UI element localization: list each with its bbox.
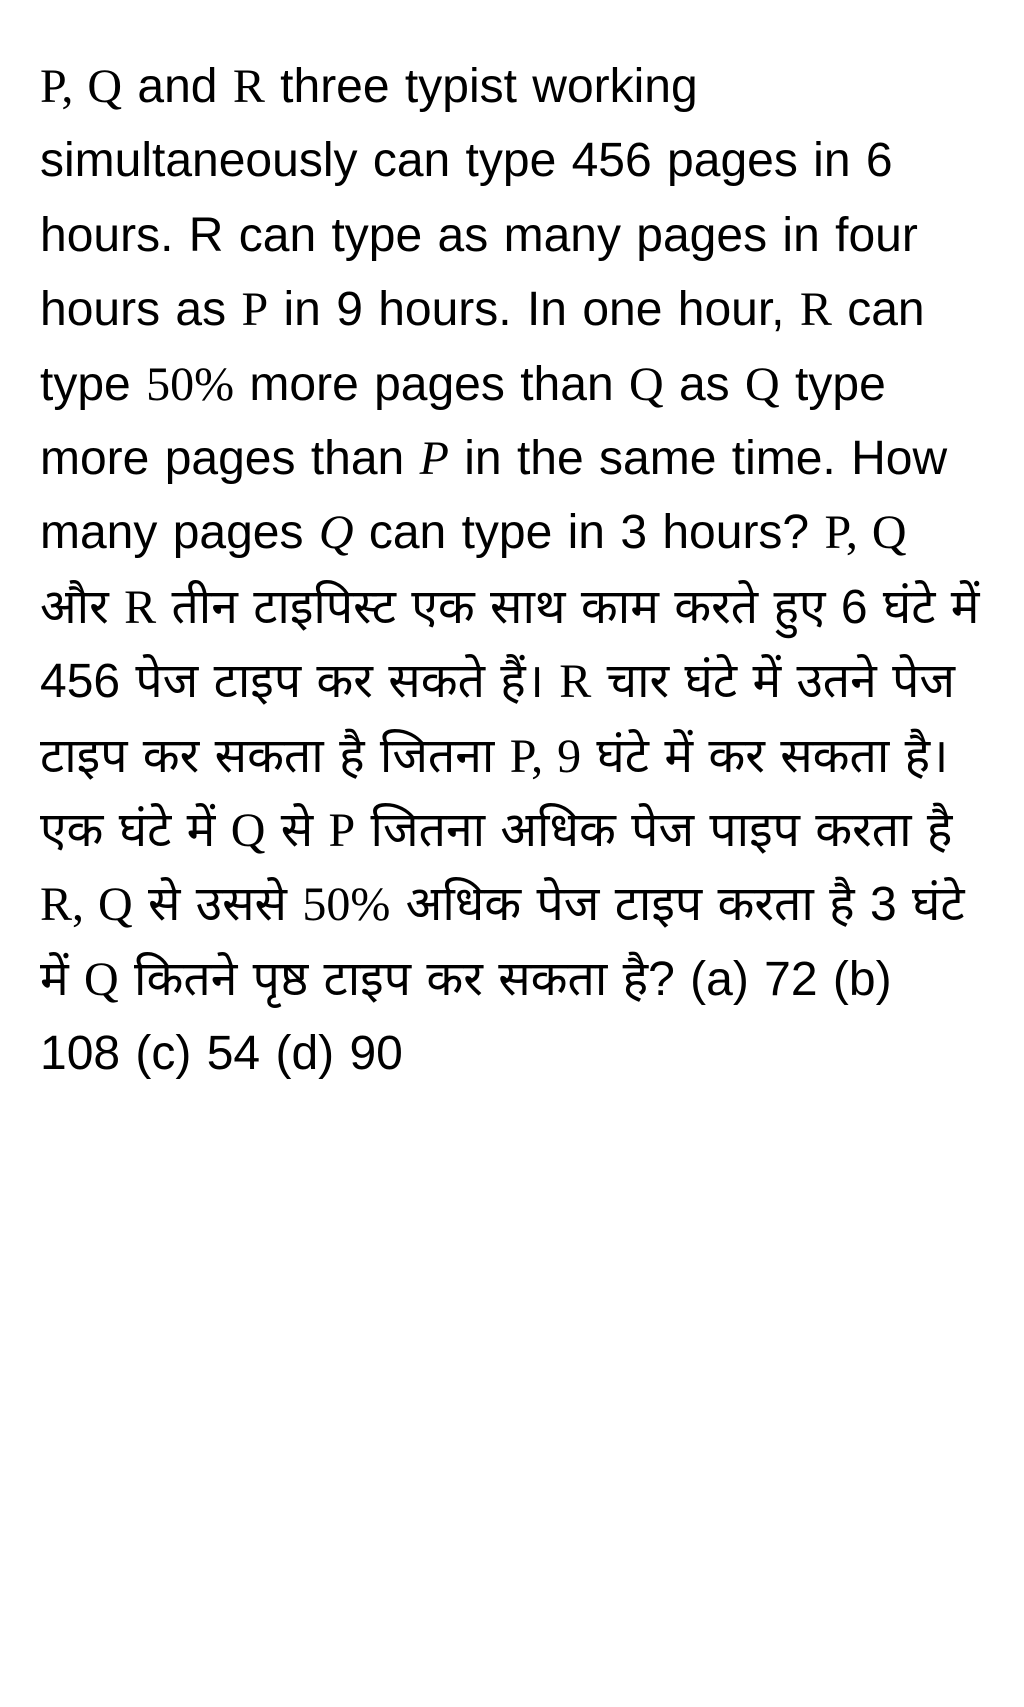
math-variable: Q [629,358,664,411]
text-segment: can type in 3 hours? [369,506,825,559]
text-segment: and [122,60,233,113]
text-segment: in [268,283,321,336]
math-variable: R [800,283,832,336]
math-variable: P [241,283,268,336]
math-variable: Q [84,953,119,1006]
text-segment: 9 hours. In one hour, [336,283,800,336]
text-segment: as [664,358,745,411]
text-segment: तीन टाइपिस्ट एक साथ काम करते हुए 6 घंटे [171,581,935,634]
question-content: P, Q and R three typist working simultan… [40,50,984,1091]
math-variable: R [124,581,156,634]
text-segment: जितना अधिक पेज पाइप करता है [355,804,952,857]
text-segment: से उससे [133,878,303,931]
math-variable: R, Q [40,878,133,931]
math-value: 50% [302,878,390,931]
math-value: 50% [146,358,234,411]
text-segment: और [40,581,124,634]
text-segment: अधिक पेज टाइप [390,878,702,931]
math-variable: R [559,655,591,708]
text-segment: in the [449,432,584,485]
text-segment: simultaneously can type 456 [40,134,652,187]
math-variable: Q [745,358,780,411]
math-variable: P, 9 [510,730,581,783]
text-segment: से [265,804,313,857]
math-variable: P, Q [40,60,122,113]
text-segment: चार घंटे [591,655,737,708]
text-segment: more pages than [234,358,629,411]
text-segment: three typist working [265,60,698,113]
math-variable: P [329,804,356,857]
text-segment: 90 [349,1027,402,1080]
math-variable: R [233,60,265,113]
math-variable: P, Q [824,506,906,559]
math-variable: Q [231,804,266,857]
text-segment: कितने पृष्ठ टाइप कर [119,953,483,1006]
math-variable: P [420,432,449,485]
math-variable: Q [319,506,354,559]
